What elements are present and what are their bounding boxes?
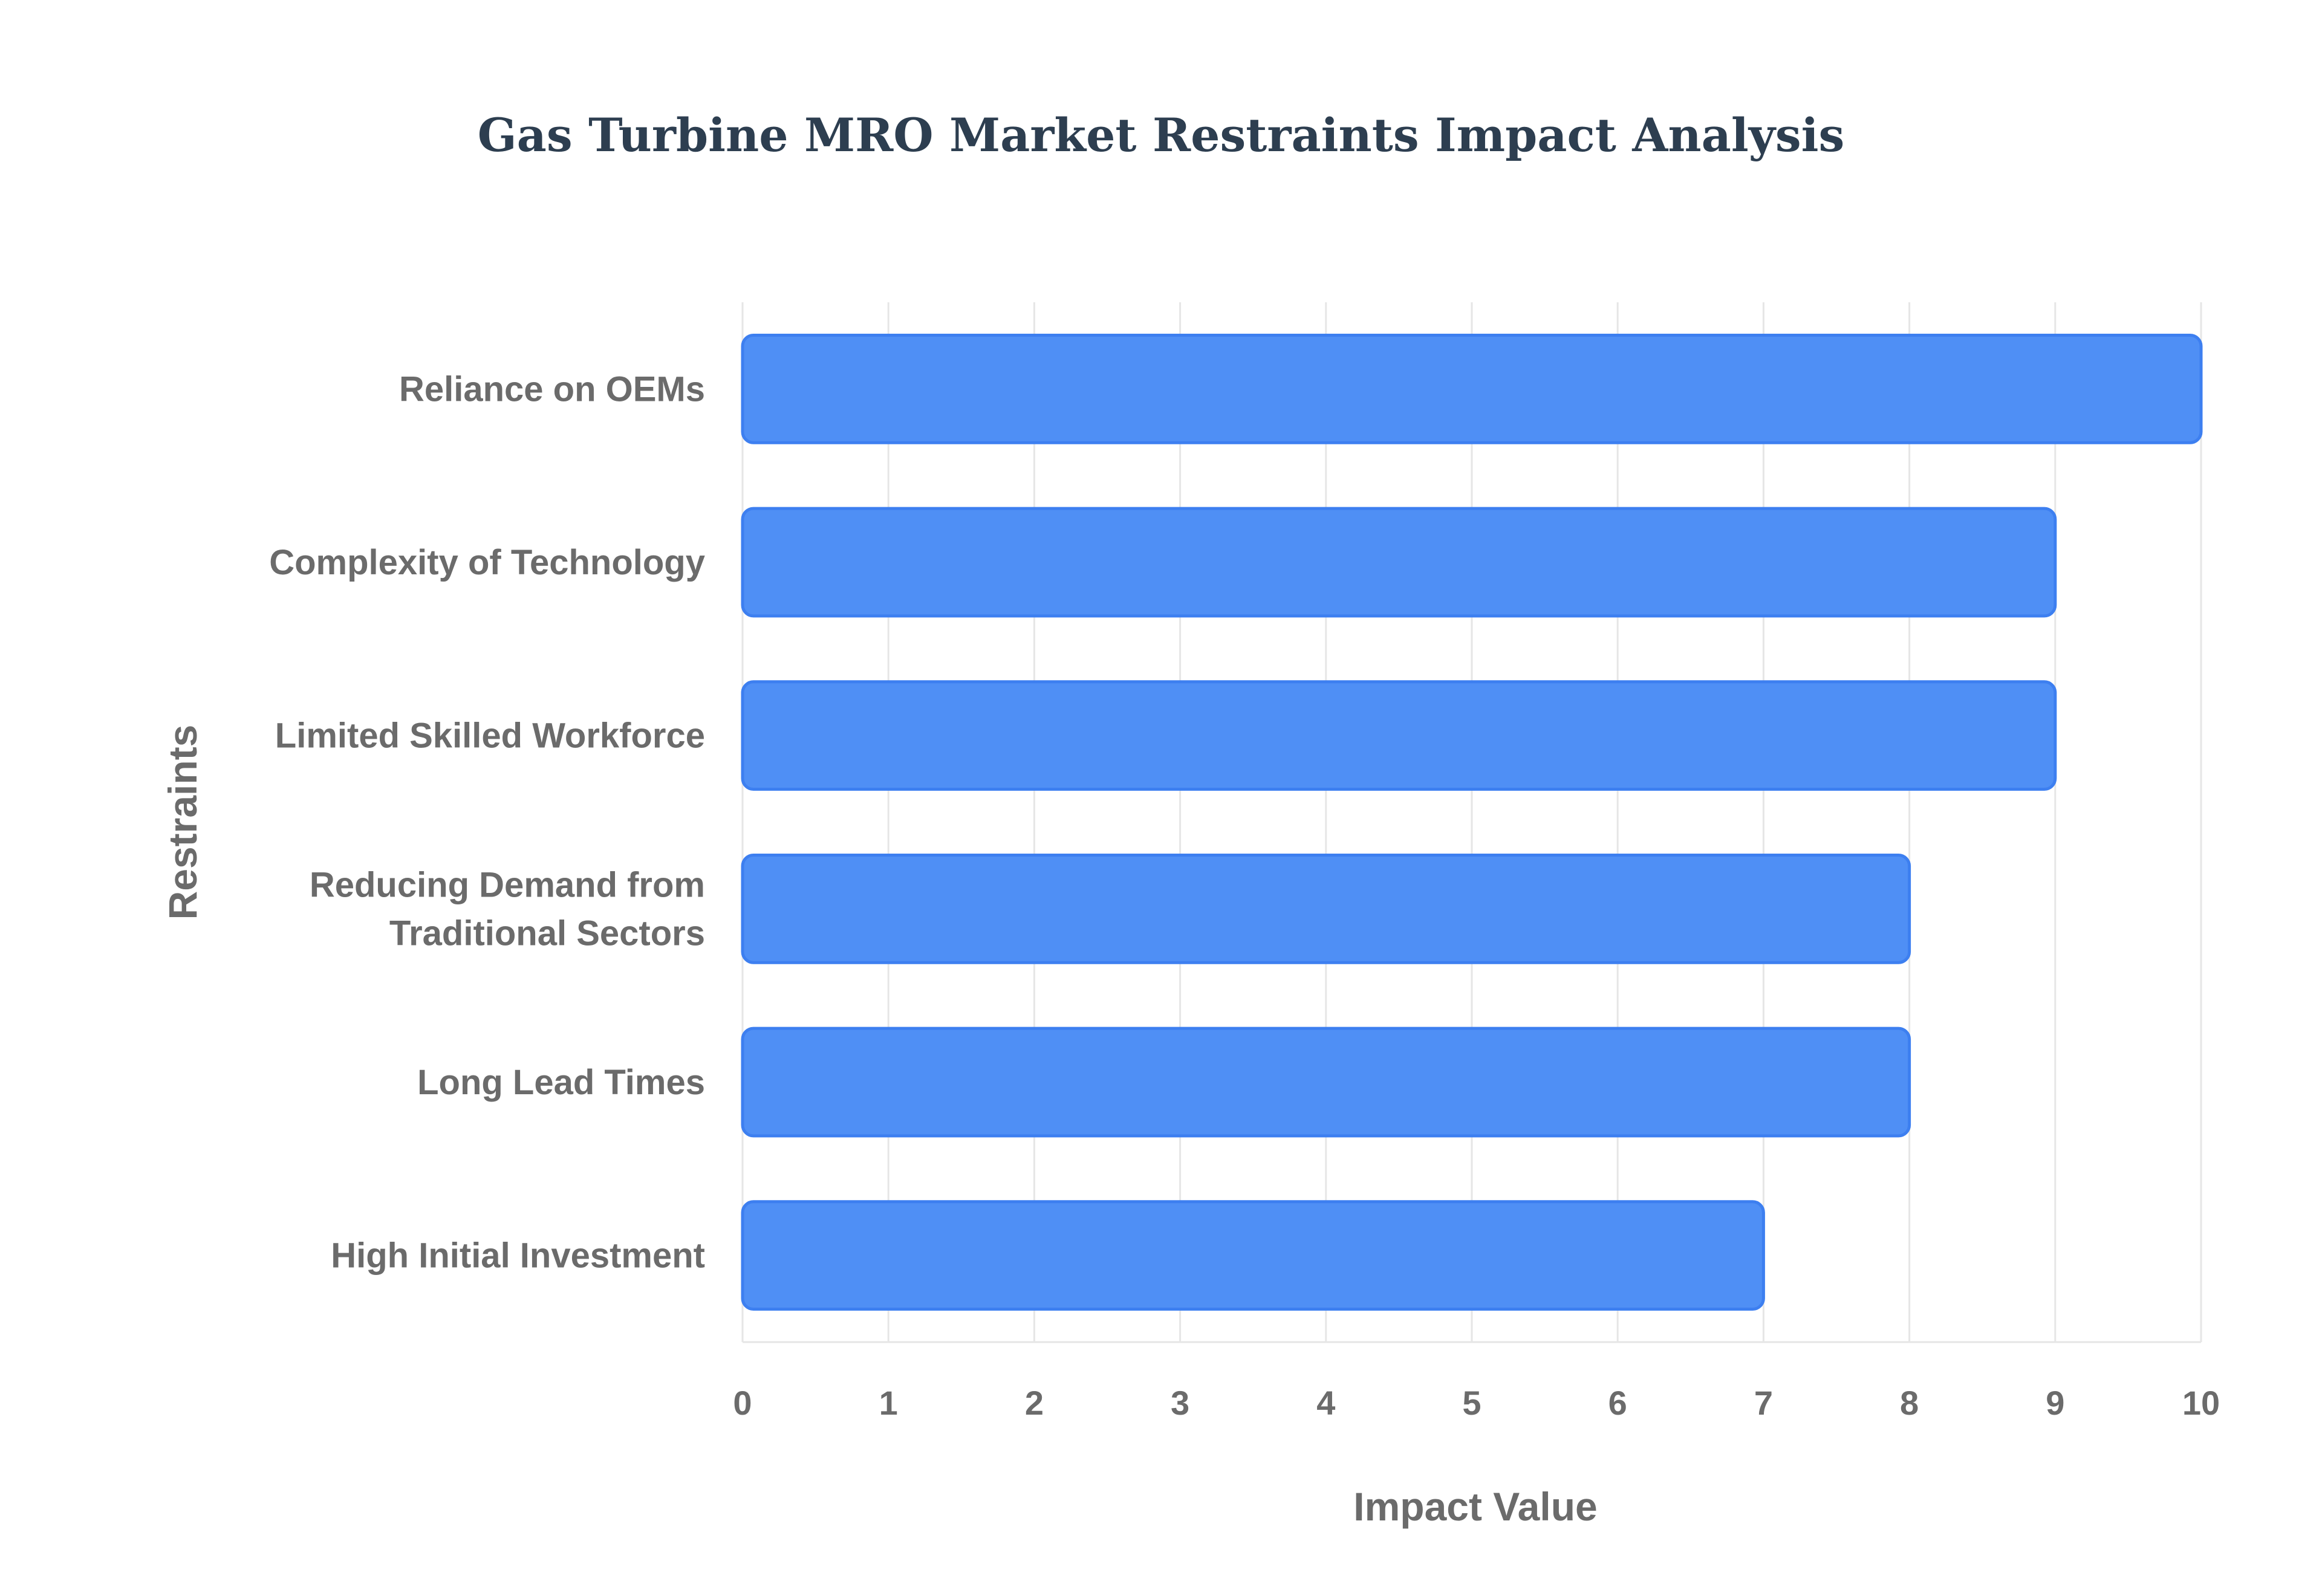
x-tick-label: 0 (733, 1384, 752, 1422)
y-axis-title: Restraints (160, 725, 205, 920)
x-tick-label: 8 (1900, 1384, 1919, 1422)
x-tick-label: 7 (1754, 1384, 1773, 1422)
bars (741, 333, 2203, 1311)
bar (741, 1200, 1765, 1311)
x-tick-label: 3 (1171, 1384, 1189, 1422)
category-label: Reducing Demand from Traditional Sectors (310, 865, 705, 953)
x-tick-label: 5 (1462, 1384, 1481, 1422)
category-label: Limited Skilled Workforce (275, 716, 705, 756)
category-label: Reliance on OEMs (399, 369, 705, 409)
x-axis-ticks: 0 1 2 3 4 5 6 7 8 9 10 (733, 1384, 2220, 1422)
y-axis-categories: Reliance on OEMs Complexity of Technology… (269, 369, 705, 1275)
grid (741, 302, 2202, 1343)
x-tick-label: 10 (2182, 1384, 2220, 1422)
x-tick-label: 2 (1025, 1384, 1044, 1422)
bar (741, 1027, 1911, 1138)
chart-title: Gas Turbine MRO Market Restraints Impact… (478, 108, 1845, 162)
bar (741, 853, 1911, 964)
bar (741, 333, 2203, 444)
x-tick-label: 6 (1608, 1384, 1627, 1422)
x-tick-label: 9 (2046, 1384, 2064, 1422)
category-label: Long Lead Times (417, 1063, 705, 1102)
x-tick-label: 1 (879, 1384, 898, 1422)
x-tick-label: 4 (1316, 1384, 1335, 1422)
bar (741, 680, 2057, 791)
category-label: High Initial Investment (331, 1236, 705, 1276)
category-label: Complexity of Technology (269, 543, 705, 582)
x-axis-title: Impact Value (1353, 1484, 1598, 1529)
bar (741, 507, 2057, 618)
